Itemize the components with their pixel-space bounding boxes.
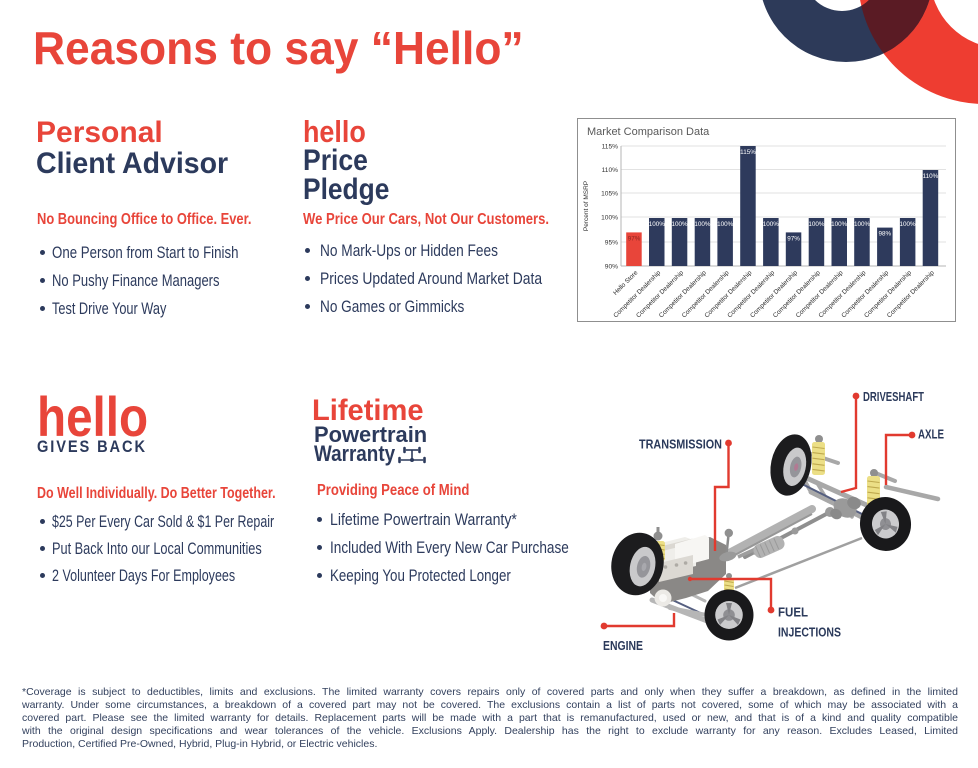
svg-text:DRIVESHAFT: DRIVESHAFT bbox=[863, 390, 924, 404]
svg-text:Competitor Dealership: Competitor Dealership bbox=[886, 269, 936, 319]
svg-text:100%: 100% bbox=[649, 221, 666, 228]
svg-text:100%: 100% bbox=[831, 221, 848, 228]
svg-text:95%: 95% bbox=[605, 240, 618, 247]
svg-text:100%: 100% bbox=[717, 221, 734, 228]
svg-text:110%: 110% bbox=[602, 167, 619, 174]
svg-text:100%: 100% bbox=[900, 221, 917, 228]
svg-text:90%: 90% bbox=[605, 264, 618, 271]
svg-text:FUEL: FUEL bbox=[778, 606, 808, 620]
svg-text:100%: 100% bbox=[672, 221, 689, 228]
svg-text:105%: 105% bbox=[601, 191, 618, 198]
svg-text:TRANSMISSION: TRANSMISSION bbox=[639, 438, 722, 452]
svg-text:ENGINE: ENGINE bbox=[603, 639, 643, 653]
svg-text:115%: 115% bbox=[602, 144, 619, 151]
svg-text:100%: 100% bbox=[854, 221, 871, 228]
svg-text:100%: 100% bbox=[694, 221, 711, 228]
svg-text:100%: 100% bbox=[601, 215, 618, 222]
svg-text:115%: 115% bbox=[740, 149, 756, 156]
svg-text:100%: 100% bbox=[808, 221, 825, 228]
svg-text:97%: 97% bbox=[787, 235, 800, 242]
svg-text:AXLE: AXLE bbox=[918, 428, 944, 442]
svg-text:100%: 100% bbox=[763, 221, 780, 228]
svg-text:97%: 97% bbox=[628, 235, 641, 242]
svg-text:98%: 98% bbox=[878, 231, 891, 238]
svg-text:INJECTIONS: INJECTIONS bbox=[778, 626, 841, 640]
svg-text:110%: 110% bbox=[923, 173, 939, 180]
svg-text:Percent of MSRP: Percent of MSRP bbox=[583, 181, 590, 231]
